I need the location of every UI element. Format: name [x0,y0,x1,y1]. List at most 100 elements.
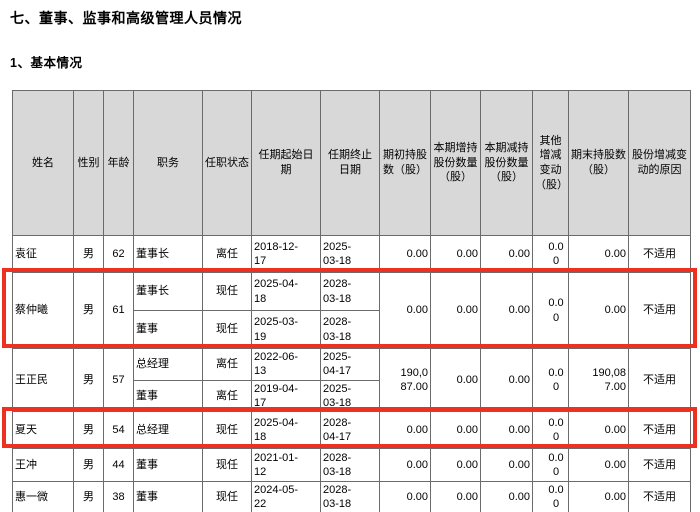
cell-term-start: 2021-01-12 [251,448,321,483]
cell-name: 袁征 [12,235,74,273]
cell-age: 61 [103,272,134,349]
cell-shares-end: 190,087.00 [568,347,629,413]
cell-shares-end-value: 0.00 [604,491,626,504]
cell-term-start-value: 2022-06-13 [254,351,299,378]
cell-status: 现任 [202,272,252,311]
table-row: 惠一微男 38 董事 现任 2024-05-22 2028-03-18 0.00 0.00 0.… [12,481,691,512]
cell-shares-begin-value: 0.00 [406,491,428,504]
cell-status: 离任 [202,348,252,381]
cell-shares-decrease: 0.00 [480,481,533,512]
cell-status: 现任 [202,310,252,349]
cell-other-change: 0.00 [532,347,569,413]
cell-other-change-value: 0.00 [548,297,564,324]
cell-shares-increase: 0.00 [430,347,481,413]
table-row: 袁征男 62 董事长 离任 2018-12-17 2025-03-18 0.00 0.00 0.… [12,235,691,273]
cell-other-change-value: 0.00 [548,416,564,444]
cell-shares-end: 0.00 [568,235,629,273]
table-row: 董事 离任 2019-04-17 2025-03-18 [13,379,691,413]
cell-other-change: 0.00 [532,235,569,273]
cell-position: 董事长 [133,235,203,273]
cell-shares-decrease: 0.00 [480,272,533,349]
table-body: 袁征男 62 董事长 离任 2018-12-17 2025-03-18 0.00 0.00 0.… [12,235,691,512]
cell-term-start-value: 2025-04-18 [254,416,299,444]
cell-status: 现任 [202,448,252,483]
col-header-term-end: 任期终止日期 [320,90,380,236]
col-header-shares-decrease: 本期减持股份数量（股） [480,90,533,236]
cell-position: 总经理 [133,411,203,450]
cell-term-start: 2022-06-13 [251,348,321,381]
cell-other-change-value: 0.00 [548,366,564,394]
cell-status: 现任 [202,481,252,512]
cell-shares-begin: 0.00 [379,235,431,273]
cell-other-change: 0.00 [532,481,569,512]
cell-term-start-value: 2025-03-19 [254,316,299,343]
cell-term-end-value: 2028-04-17 [323,416,352,444]
cell-shares-increase: 0.00 [430,235,481,273]
col-header-gender: 性别 [73,90,104,236]
cell-age: 62 [103,235,134,273]
table-row: 蔡仲曦男 61 董事长 现任 2025-04-18 2028-03-18 0.00 0.00 0… [12,272,691,349]
cell-reason: 不适用 [628,235,691,273]
cell-reason: 不适用 [628,347,691,413]
cell-term-end-value: 2025-04-17 [323,351,352,378]
cell-shares-begin: 0.00 [379,411,431,450]
col-header-shares-increase: 本期增持股份数量（股） [430,90,481,236]
cell-term-end: 2025-03-18 [320,379,380,413]
cell-shares-begin-value: 0.00 [406,459,428,472]
cell-gender: 男 [73,235,104,273]
col-header-term-start: 任期起始日期 [251,90,321,236]
col-header-other-change: 其他增减变动（股） [532,90,569,236]
cell-name: 王冲 [12,448,74,483]
col-header-age: 年龄 [103,90,134,236]
cell-name: 惠一微 [12,481,74,512]
table-row: 王冲男 44 董事 现任 2021-01-12 2028-03-18 0.00 0.00 0.0… [12,448,691,483]
cell-term-end: 2025-03-18 [320,235,380,273]
cell-term-start: 2025-03-19 [251,310,321,349]
cell-other-change-value: 0.00 [548,451,564,479]
cell-age: 44 [103,448,134,483]
cell-term-start-value: 2018-12-17 [254,240,299,267]
col-header-shares-end: 期末持股数（股） [568,90,629,236]
cell-term-end: 2028-03-18 [320,310,380,349]
cell-term-end: 2028-03-18 [320,272,380,311]
cell-position: 董事 [133,379,203,413]
cell-reason: 不适用 [628,481,691,512]
cell-term-start: 2025-04-18 [251,411,321,450]
cell-shares-begin-value: 0.00 [406,304,428,317]
cell-shares-end-value: 0.00 [604,247,626,260]
cell-shares-begin: 0.00 [379,272,431,349]
table-row: 夏天男 54 总经理 现任 2025-04-18 2028-04-17 0.00 0.00 0.… [12,411,691,450]
cell-other-change-value: 0.00 [548,484,564,511]
section-title: 七、董事、监事和高级管理人员情况 [10,10,242,26]
cell-term-start: 2025-04-18 [251,272,321,311]
cell-reason: 不适用 [628,411,691,450]
cell-name: 王正民 [12,347,74,413]
cell-shares-end-value: 0.00 [604,424,626,437]
cell-reason: 不适用 [628,272,691,349]
cell-position: 董事 [133,310,203,349]
table-row: 董事 现任 2025-03-19 2028-03-18 [13,310,691,349]
cell-term-end-value: 2025-03-18 [323,382,352,409]
cell-term-start: 2019-04-17 [251,379,321,413]
cell-shares-end-value: 0.00 [604,459,626,472]
cell-term-start: 2024-05-22 [251,481,321,512]
cell-gender: 男 [73,411,104,450]
cell-position: 董事 [133,481,203,512]
cell-shares-end: 0.00 [568,411,629,450]
cell-shares-end: 0.00 [568,448,629,483]
cell-shares-decrease: 0.00 [480,347,533,413]
cell-other-change: 0.00 [532,272,569,349]
cell-other-change-value: 0.00 [548,240,564,267]
cell-shares-increase: 0.00 [430,272,481,349]
cell-shares-increase: 0.00 [430,481,481,512]
cell-term-end: 2028-04-17 [320,411,380,450]
cell-other-change: 0.00 [532,448,569,483]
cell-shares-begin-value: 190,087.00 [400,366,428,394]
cell-term-end-value: 2025-03-18 [323,240,352,267]
col-header-shares-begin: 期初持股数（股） [379,90,431,236]
cell-shares-decrease: 0.00 [480,448,533,483]
cell-shares-begin: 190,087.00 [379,347,431,413]
col-header-position: 职务 [133,90,203,236]
cell-shares-end-value: 0.00 [604,304,626,317]
table-row: 王正民男 57 总经理 离任 2022-06-13 2025-04-17 190,087.0… [12,347,691,413]
